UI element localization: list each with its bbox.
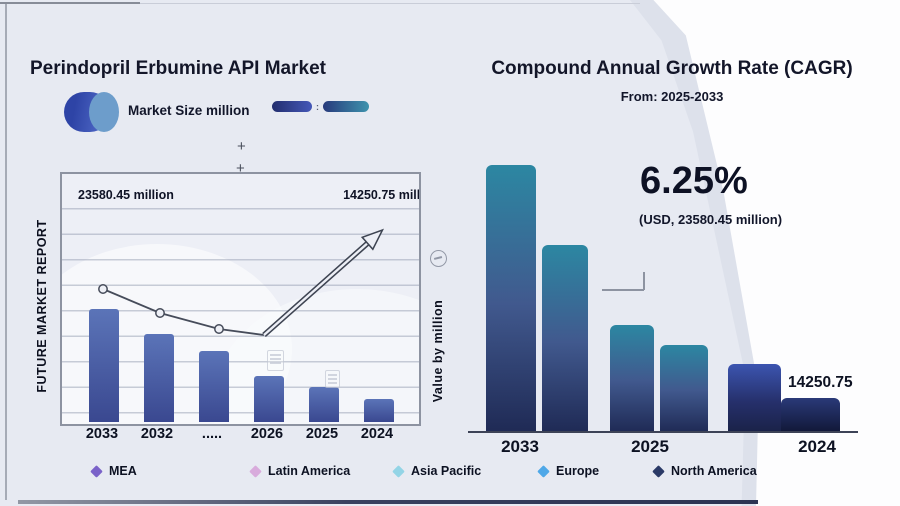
legend-item-label: MEA	[109, 464, 137, 478]
left-bar-2033	[89, 309, 119, 422]
legend-item-europe: Europe	[537, 464, 600, 478]
legend-item-label: Europe	[556, 464, 600, 478]
legend-diamond-icon	[249, 464, 262, 478]
left-chart-panel: 23580.45 million 14250.75 million	[60, 172, 421, 426]
trend-line-svg	[98, 228, 385, 338]
market-size-cylinder-icon	[64, 92, 120, 132]
callout-value: 14250.75	[788, 374, 853, 391]
gridlines	[62, 184, 419, 422]
legend-item-label: North America	[671, 464, 757, 478]
cylinder-cap	[89, 92, 119, 132]
ratio-pills: :	[272, 101, 369, 112]
frame-bottom-bar	[18, 500, 758, 504]
left-chart-title: Perindopril Erbumine API Market	[30, 58, 326, 79]
future-market-report-label: FUTURE MARKET REPORT	[35, 219, 49, 393]
step-line-icon	[602, 289, 644, 291]
trend-line	[102, 288, 265, 336]
step-line-icon	[643, 272, 645, 290]
frame-top-line-light	[140, 3, 640, 4]
legend-item-latin-america: Latin America	[249, 464, 351, 478]
left-bar-2032	[144, 334, 174, 422]
arrow-head-icon	[360, 228, 385, 251]
left-bar-2026	[254, 376, 284, 422]
ratio-pill-blue-icon	[272, 101, 312, 112]
value-by-million-axis-label: Value by million	[431, 299, 445, 403]
plus-mark-icon: +	[236, 160, 245, 177]
legend-item-label: Asia Pacific	[411, 464, 482, 478]
legend-item-asia-pacific: Asia Pacific	[392, 464, 482, 478]
frame-top-line	[0, 2, 140, 4]
note-icon	[325, 370, 340, 388]
right-bar-2033-secondary	[542, 245, 588, 432]
right-x-label: 2025	[631, 437, 669, 456]
right-bar-2025-primary	[610, 325, 654, 432]
note-icon	[267, 350, 284, 371]
right-chart-subtitle: From: 2025-2033	[620, 89, 724, 104]
legend-diamond-icon	[652, 464, 665, 478]
legend-diamond-icon	[392, 464, 405, 478]
plus-mark-icon: +	[237, 138, 246, 155]
right-bars-area	[470, 150, 860, 432]
left-x-label: 2025	[305, 426, 339, 442]
right-bar-2025-secondary	[660, 345, 708, 432]
right-x-label: 2033	[501, 437, 539, 456]
left-bar-2024	[364, 399, 394, 422]
minus-circle-icon	[430, 250, 447, 267]
right-bar-2033-primary	[486, 165, 536, 432]
right-chart-title: Compound Annual Growth Rate (CAGR)	[491, 58, 853, 79]
left-bar-2025	[309, 387, 339, 422]
trend-markers	[98, 284, 224, 334]
cagr-value: 6.25%	[640, 160, 748, 202]
right-bar-2024-secondary	[781, 398, 840, 432]
left-x-label: 2024	[360, 426, 394, 442]
market-size-legend-label: Market Size million	[128, 103, 250, 118]
left-x-label: .....	[201, 426, 223, 442]
annotation-end-value: 14250.75 million	[343, 188, 421, 202]
legend-diamond-icon	[537, 464, 550, 478]
legend-diamond-icon	[90, 464, 103, 478]
left-x-label: 2026	[250, 426, 284, 442]
ratio-pill-teal-icon	[323, 101, 369, 112]
left-bars	[62, 174, 419, 424]
left-bar-.....	[199, 351, 229, 422]
cagr-basis: (USD, 23580.45 million)	[639, 212, 783, 227]
legend-item-north-america: North America	[652, 464, 757, 478]
legend-item-mea: MEA	[90, 464, 137, 478]
left-x-label: 2032	[140, 426, 174, 442]
left-x-label: 2033	[85, 426, 119, 442]
frame-left-line	[5, 2, 7, 500]
legend-item-label: Latin America	[268, 464, 351, 478]
right-x-label: 2024	[798, 437, 836, 456]
right-bar-2024-primary	[728, 364, 781, 432]
annotation-start-value: 23580.45 million	[78, 188, 174, 202]
right-x-axis-line	[468, 431, 858, 433]
pill-separator: :	[316, 101, 319, 112]
